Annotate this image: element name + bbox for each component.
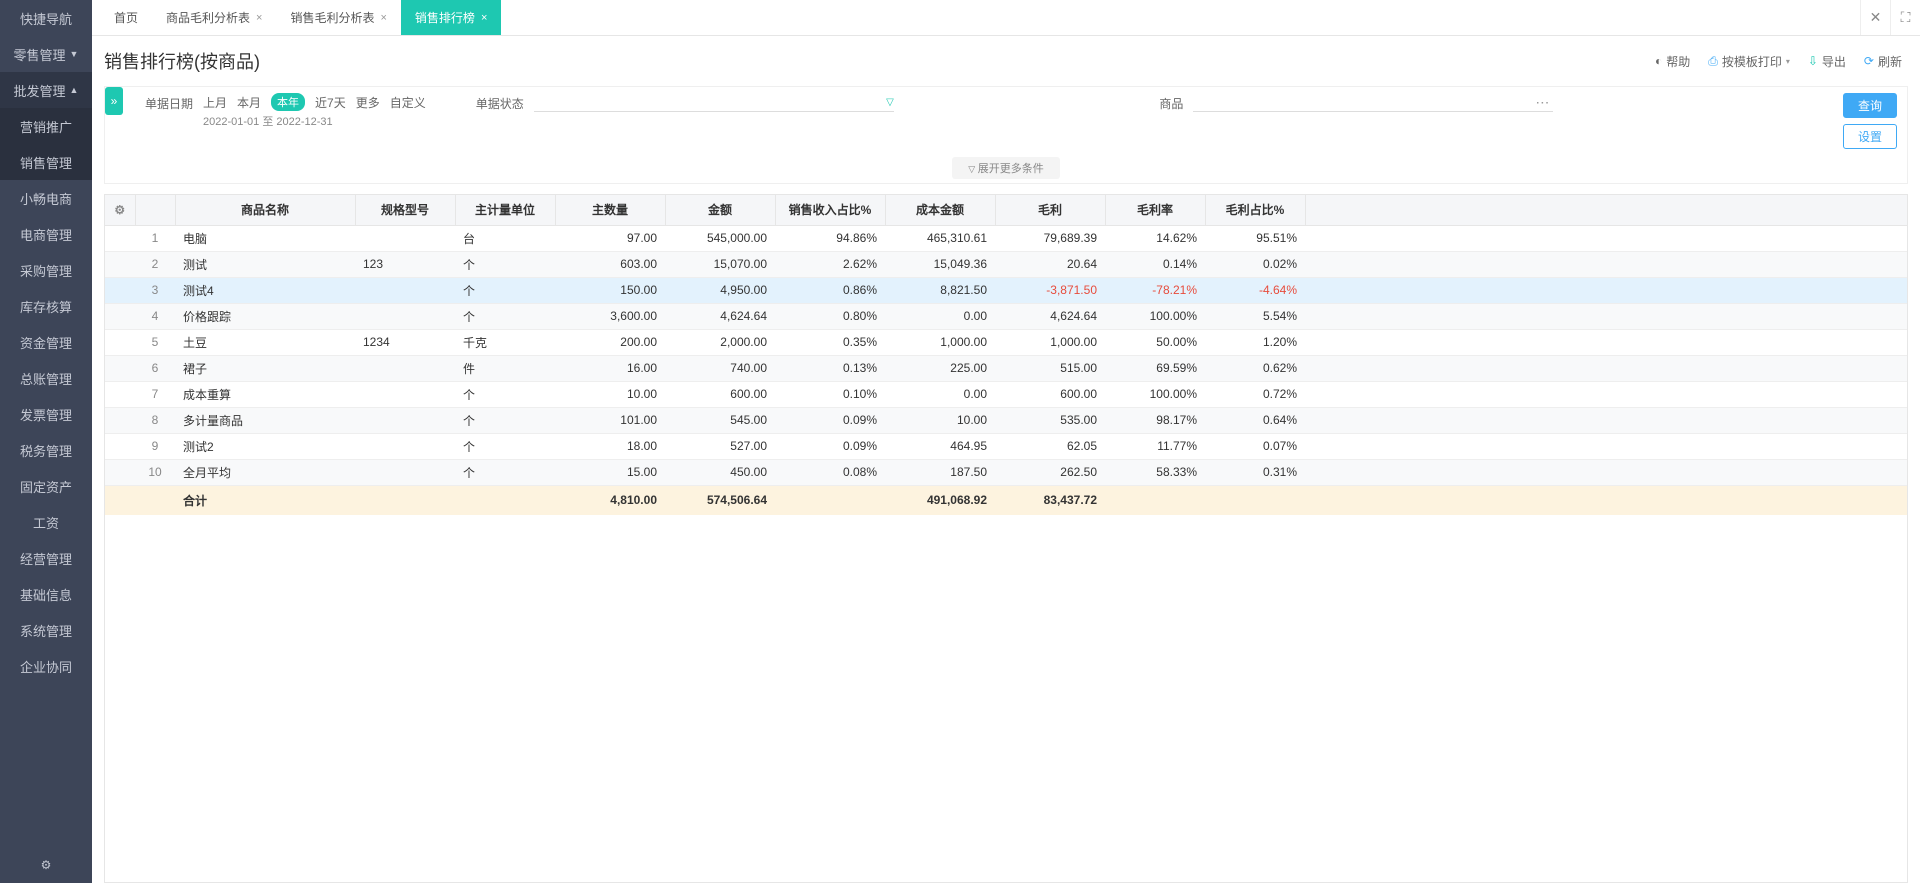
table-row[interactable]: 1电脑台97.00545,000.0094.86%465,310.6179,68… (105, 225, 1907, 251)
date-filter: 单据日期 上月本月本年近7天更多自定义 2022-01-01 至 2022-12… (145, 93, 426, 129)
sidebar-item[interactable]: 税务管理 (0, 432, 92, 468)
tab-close-icon[interactable]: × (256, 12, 262, 24)
date-option[interactable]: 本月 (237, 94, 261, 111)
sidebar-item[interactable]: 企业协同 (0, 648, 92, 684)
sidebar-item[interactable]: 零售管理▼ (0, 36, 92, 72)
page-title: 销售排行榜(按商品) (104, 48, 260, 74)
sidebar-item[interactable]: 电商管理 (0, 216, 92, 252)
date-range-text: 2022-01-01 至 2022-12-31 (203, 113, 426, 129)
refresh-button[interactable]: ⟳刷新 (1864, 53, 1902, 70)
table-row[interactable]: 2测试123个603.0015,070.002.62%15,049.3620.6… (105, 251, 1907, 277)
status-dropdown-icon[interactable]: ▽ (886, 97, 894, 108)
sidebar-item[interactable]: 固定资产 (0, 468, 92, 504)
date-option[interactable]: 自定义 (390, 94, 426, 111)
table-row[interactable]: 3测试4个150.004,950.000.86%8,821.50-3,871.5… (105, 277, 1907, 303)
gear-icon[interactable]: ⚙ (114, 203, 125, 217)
status-filter: 单据状态 ▽ (476, 93, 1110, 112)
column-header[interactable]: ⚙ (105, 195, 135, 225)
table-row[interactable]: 4价格跟踪个3,600.004,624.640.80%0.004,624.641… (105, 303, 1907, 329)
tab[interactable]: 销售毛利分析表× (276, 0, 400, 35)
filter-bar: » 单据日期 上月本月本年近7天更多自定义 2022-01-01 至 2022-… (104, 86, 1908, 184)
sidebar-item[interactable]: 工资 (0, 504, 92, 540)
table-row[interactable]: 6裙子件16.00740.000.13%225.00515.0069.59%0.… (105, 355, 1907, 381)
tab[interactable]: 销售排行榜× (401, 0, 501, 35)
table-row[interactable]: 8多计量商品个101.00545.000.09%10.00535.0098.17… (105, 407, 1907, 433)
product-lookup-icon[interactable]: ⋯ (1531, 94, 1553, 111)
expand-filters-button[interactable]: ▽ 展开更多条件 (952, 157, 1059, 179)
column-header[interactable]: 销售收入占比% (775, 195, 885, 225)
column-header[interactable]: 毛利 (995, 195, 1105, 225)
table-row[interactable]: 10全月平均个15.00450.000.08%187.50262.5058.33… (105, 459, 1907, 485)
sidebar-item[interactable]: 经营管理 (0, 540, 92, 576)
help-button[interactable]: ◐帮助 (1655, 53, 1690, 70)
date-option[interactable]: 近7天 (315, 94, 346, 111)
sidebar-item[interactable]: 批发管理▲ (0, 72, 92, 108)
date-option[interactable]: 更多 (356, 94, 380, 111)
sidebar-item[interactable]: 发票管理 (0, 396, 92, 432)
sidebar-sub-item[interactable]: 营销推广 (0, 108, 92, 144)
column-header[interactable]: 规格型号 (355, 195, 455, 225)
sidebar-item[interactable]: 小畅电商 (0, 180, 92, 216)
sidebar-sub-item[interactable]: 销售管理 (0, 144, 92, 180)
column-header[interactable] (1305, 195, 1907, 225)
tab-close-icon[interactable]: × (380, 12, 386, 24)
column-header[interactable]: 主数量 (555, 195, 665, 225)
tab-bar: 首页商品毛利分析表×销售毛利分析表×销售排行榜× ✕ ⛶ (92, 0, 1920, 36)
product-filter: 商品 ⋯ (1159, 93, 1793, 112)
tab[interactable]: 商品毛利分析表× (152, 0, 276, 35)
column-header[interactable]: 毛利率 (1105, 195, 1205, 225)
sidebar-item[interactable]: 资金管理 (0, 324, 92, 360)
main-area: 首页商品毛利分析表×销售毛利分析表×销售排行榜× ✕ ⛶ 销售排行榜(按商品) … (92, 0, 1920, 883)
sidebar-item[interactable]: 快捷导航 (0, 0, 92, 36)
data-table: ⚙ 商品名称规格型号主计量单位主数量金额销售收入占比%成本金额毛利毛利率毛利占比%… (104, 194, 1908, 883)
table-row[interactable]: 7成本重算个10.00600.000.10%0.00600.00100.00%0… (105, 381, 1907, 407)
table-row[interactable]: 9测试2个18.00527.000.09%464.9562.0511.77%0.… (105, 433, 1907, 459)
sidebar-item[interactable]: 基础信息 (0, 576, 92, 612)
tab[interactable]: 首页 (100, 0, 152, 35)
date-option[interactable]: 上月 (203, 94, 227, 111)
column-header[interactable]: 成本金额 (885, 195, 995, 225)
sidebar-item[interactable]: 采购管理 (0, 252, 92, 288)
sidebar-item[interactable]: 库存核算 (0, 288, 92, 324)
sidebar: 快捷导航零售管理▼批发管理▲营销推广销售管理小畅电商电商管理采购管理库存核算资金… (0, 0, 92, 883)
column-header[interactable] (135, 195, 175, 225)
footer-label: 合计 (175, 485, 355, 515)
page-header: 销售排行榜(按商品) ◐帮助 ⎙按模板打印▾ ⇩导出 ⟳刷新 (92, 36, 1920, 86)
sidebar-item[interactable]: 系统管理 (0, 612, 92, 648)
tab-expand-icon[interactable]: ⛶ (1890, 0, 1920, 35)
sidebar-item[interactable]: 总账管理 (0, 360, 92, 396)
export-button[interactable]: ⇩导出 (1808, 53, 1846, 70)
date-option[interactable]: 本年 (271, 93, 305, 111)
product-input[interactable] (1193, 93, 1531, 111)
print-template-button[interactable]: ⎙按模板打印▾ (1708, 53, 1790, 70)
table-row[interactable]: 5土豆1234千克200.002,000.000.35%1,000.001,00… (105, 329, 1907, 355)
query-button[interactable]: 查询 (1843, 93, 1897, 118)
settings-button[interactable]: 设置 (1843, 124, 1897, 149)
column-header[interactable]: 商品名称 (175, 195, 355, 225)
column-header[interactable]: 主计量单位 (455, 195, 555, 225)
filter-collapse-toggle[interactable]: » (105, 87, 123, 115)
column-header[interactable]: 毛利占比% (1205, 195, 1305, 225)
column-header[interactable]: 金额 (665, 195, 775, 225)
tab-close-icon[interactable]: × (481, 12, 487, 24)
sidebar-settings-icon[interactable]: ⚙ (0, 847, 92, 883)
status-input[interactable] (534, 93, 886, 111)
tab-close-icon[interactable]: ✕ (1860, 0, 1890, 35)
